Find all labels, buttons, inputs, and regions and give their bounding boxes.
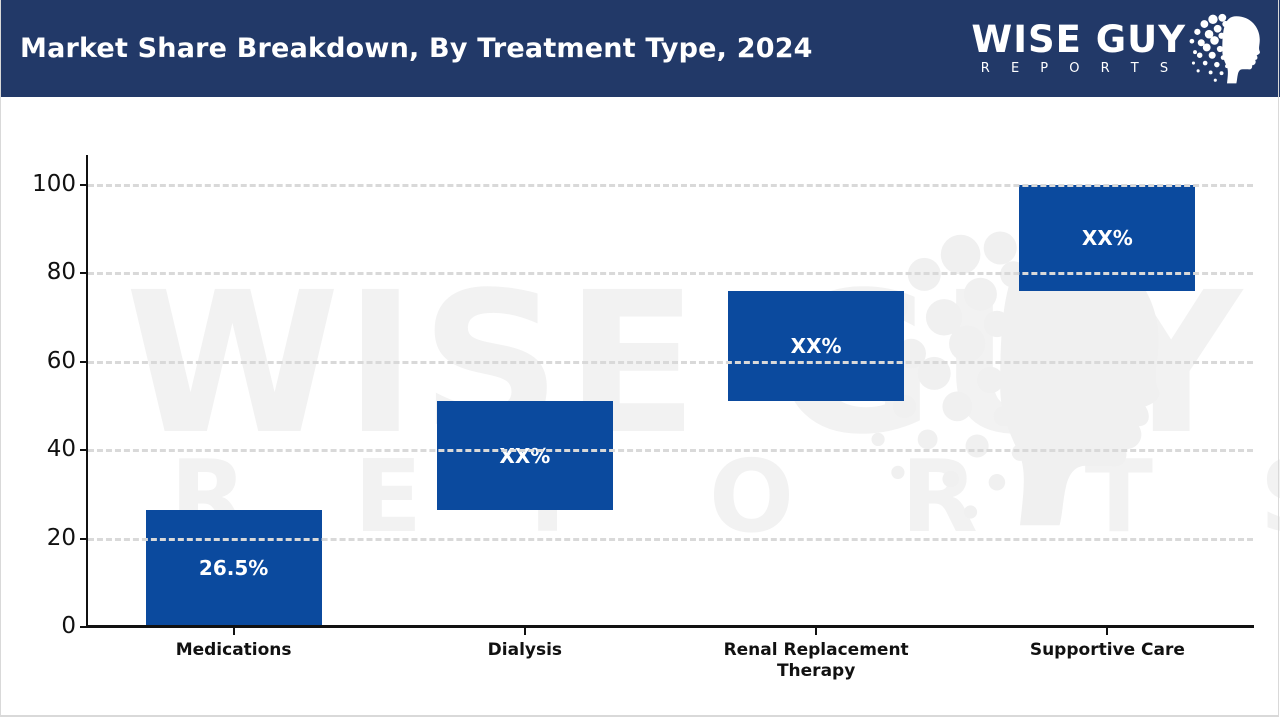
y-tick-mark — [80, 360, 87, 363]
logo-wordmark: WISE GUY — [971, 18, 1186, 62]
bar-segment: XX% — [728, 290, 905, 402]
chart-area: 26.5% XX% XX% XX% 0 20 40 60 80 100 Medications Dia… — [0, 97, 1280, 720]
y-tick-label: 20 — [46, 524, 76, 551]
gridline — [88, 537, 1253, 541]
x-category-label: Supportive Care — [1029, 640, 1185, 660]
x-tick-mark — [815, 628, 818, 635]
y-tick-mark — [80, 183, 87, 186]
y-tick-mark — [80, 272, 87, 274]
logo-text: WISE GUY R E P O R T S — [971, 18, 1186, 76]
header-bar: Market Share Breakdown, By Treatment Typ… — [0, 0, 1280, 97]
gridline — [88, 449, 1253, 452]
x-axis-line — [86, 625, 1254, 628]
y-tick-label: 60 — [46, 347, 76, 374]
bar-segment: 26.5% — [145, 509, 322, 627]
gridline — [88, 360, 1253, 364]
x-category-label: Renal Replacement Therapy — [723, 640, 909, 682]
x-category-label: Medications — [175, 640, 292, 660]
logo-face-icon — [1189, 13, 1260, 83]
bar-value-label: XX% — [1081, 225, 1133, 250]
y-tick-mark — [80, 537, 87, 540]
y-tick-mark — [80, 449, 87, 451]
bar-segment: XX% — [436, 401, 613, 510]
y-tick-mark — [80, 626, 87, 628]
x-tick-mark — [523, 628, 526, 635]
y-tick-label: 80 — [46, 259, 76, 285]
bar-value-label: 26.5% — [198, 556, 269, 581]
bar-value-label: XX% — [790, 334, 842, 358]
gridline — [88, 183, 1253, 187]
bar-value-label: XX% — [499, 443, 551, 468]
y-tick-label: 100 — [32, 170, 76, 197]
brand-logo: WISE GUY R E P O R T S — [971, 7, 1280, 91]
gridline — [88, 272, 1253, 275]
chart-title: Market Share Breakdown, By Treatment Typ… — [20, 33, 813, 64]
y-axis-line — [86, 155, 88, 627]
x-tick-mark — [232, 628, 235, 635]
x-category-label: Dialysis — [487, 640, 563, 660]
y-tick-label: 0 — [61, 613, 76, 639]
x-tick-mark — [1106, 628, 1109, 635]
logo-subtext: R E P O R T S — [980, 60, 1177, 76]
y-tick-label: 40 — [46, 436, 76, 462]
